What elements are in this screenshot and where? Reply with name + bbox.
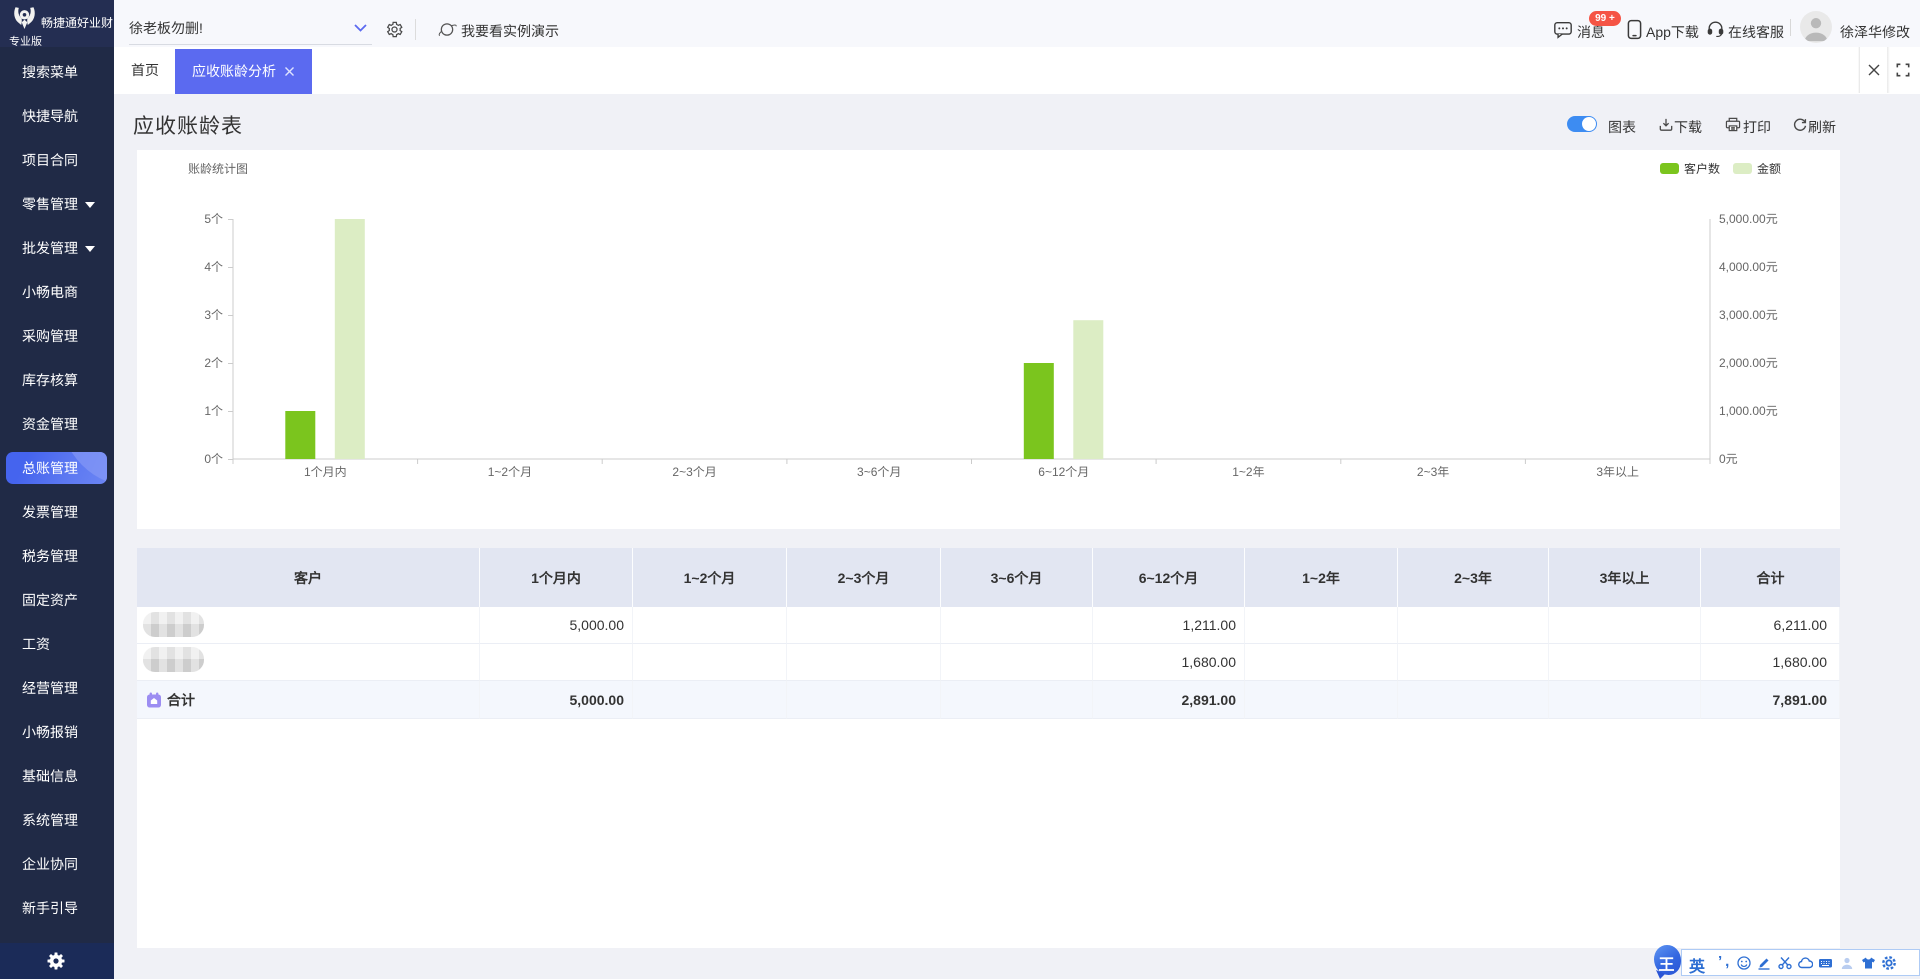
svg-text:1~2个月: 1~2个月 bbox=[488, 465, 532, 479]
svg-text:4个: 4个 bbox=[204, 260, 223, 274]
svg-text:5,000.00元: 5,000.00元 bbox=[1719, 212, 1778, 226]
svg-text:3~6个月: 3~6个月 bbox=[857, 465, 901, 479]
svg-text:1个月内: 1个月内 bbox=[304, 465, 347, 479]
svg-text:2个: 2个 bbox=[204, 356, 223, 370]
svg-text:1~2年: 1~2年 bbox=[1232, 465, 1264, 479]
svg-text:2,000.00元: 2,000.00元 bbox=[1719, 356, 1778, 370]
svg-text:5个: 5个 bbox=[204, 212, 223, 226]
svg-text:4,000.00元: 4,000.00元 bbox=[1719, 260, 1778, 274]
svg-text:6~12个月: 6~12个月 bbox=[1038, 465, 1089, 479]
svg-text:3个: 3个 bbox=[204, 308, 223, 322]
svg-text:0个: 0个 bbox=[204, 452, 223, 466]
svg-text:2~3个月: 2~3个月 bbox=[672, 465, 716, 479]
svg-text:0元: 0元 bbox=[1719, 452, 1738, 466]
svg-text:2~3年: 2~3年 bbox=[1417, 465, 1449, 479]
svg-text:3年以上: 3年以上 bbox=[1596, 465, 1639, 479]
svg-text:3,000.00元: 3,000.00元 bbox=[1719, 308, 1778, 322]
svg-text:1,000.00元: 1,000.00元 bbox=[1719, 404, 1778, 418]
svg-text:1个: 1个 bbox=[204, 404, 223, 418]
